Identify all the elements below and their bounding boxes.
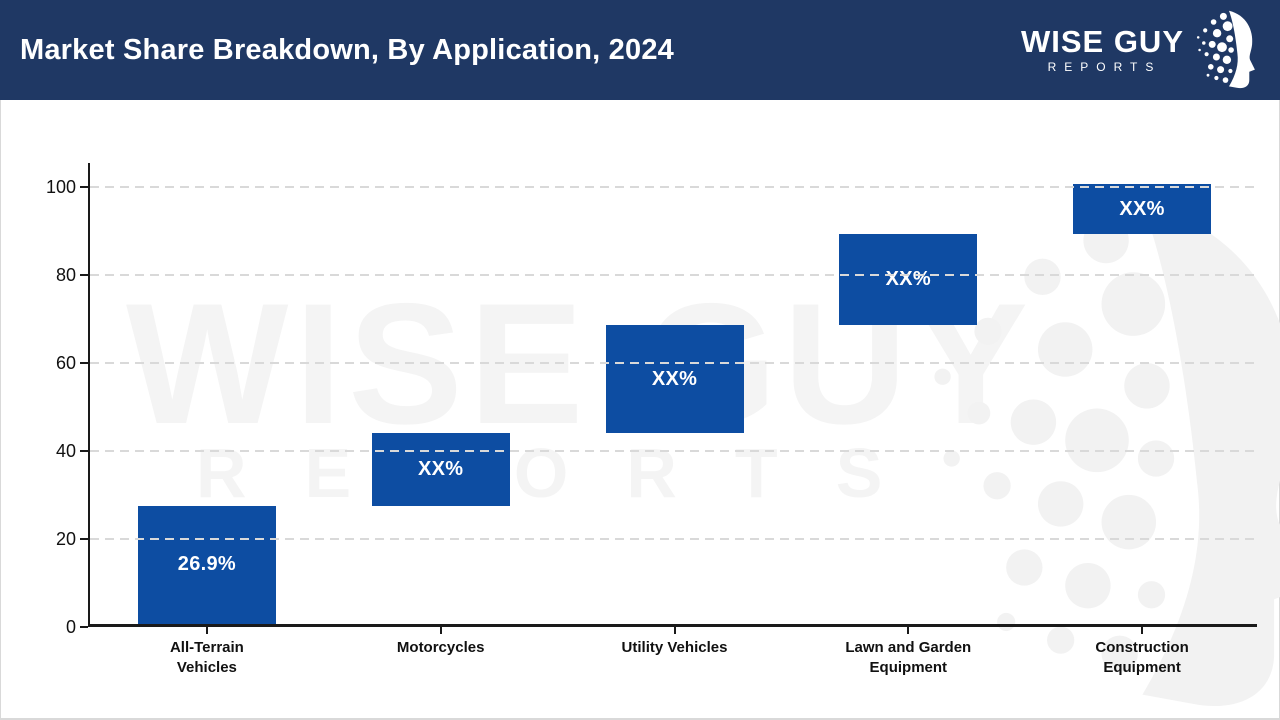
category-label-line: Lawn and Garden (845, 639, 972, 656)
y-axis-tick-label: 0 (65, 617, 76, 637)
watermark-subtitle: REPORTS (196, 434, 941, 512)
gridline-40 (90, 450, 1257, 452)
x-axis-tick (907, 627, 910, 634)
gridline-80 (90, 274, 1257, 276)
category-label-line: All-Terrain (169, 639, 244, 656)
bar-all-terrain-vehicles: 26.9% (137, 505, 276, 624)
bar-value-label: XX% (885, 268, 931, 290)
x-axis-tick (673, 627, 676, 634)
y-axis-tick (80, 450, 88, 452)
y-axis-tick-label: 40 (55, 441, 76, 461)
logo-subtitle: REPORTS (1047, 60, 1162, 74)
category-label-line: Equipment (1103, 659, 1181, 676)
bar-value-label: XX% (418, 458, 464, 481)
category-label-line: Motorcycles (396, 639, 485, 656)
bar-value-label: 26.9% (177, 553, 236, 576)
category-label-line: Equipment (869, 659, 948, 676)
bar-value-label: XX% (1119, 197, 1165, 220)
x-axis-tick (439, 627, 442, 634)
category-label-motorcycles: Motorcycles (326, 638, 556, 658)
x-axis-tick (205, 627, 208, 634)
category-label-line: Vehicles (176, 659, 237, 676)
x-axis-tick (1141, 627, 1144, 634)
gridline-20 (90, 538, 1257, 540)
gridline-100 (90, 186, 1257, 188)
bar-utility-vehicles: XX% (605, 324, 744, 434)
y-axis-tick (80, 626, 88, 628)
y-axis-tick-label: 100 (45, 177, 76, 197)
wise-guy-logo: WISE GUY REPORTS (1021, 8, 1258, 92)
category-label-all-terrain-vehicles: All-Terrain Vehicles (92, 638, 322, 678)
page-title: Market Share Breakdown, By Application, … (20, 33, 674, 66)
category-label-line: Construction (1095, 639, 1189, 656)
gridline-60 (90, 362, 1257, 364)
plot-area: 0 20 40 60 80 100 26.9% All-Terrain Vehicles XX% M… (46, 163, 1257, 676)
category-label-lawn-and-garden-equipment: Lawn and Garden Equipment (793, 638, 1023, 678)
y-axis-tick (80, 538, 88, 540)
y-axis-tick-label: 20 (55, 529, 76, 549)
dotted-head-profile-icon (1196, 10, 1255, 89)
y-axis-tick (80, 274, 88, 276)
bar-lawn-and-garden-equipment: XX% (839, 234, 978, 325)
chart-header: Market Share Breakdown, By Application, … (0, 0, 1280, 100)
category-label-line: Utility Vehicles (621, 639, 728, 656)
y-axis-tick (80, 362, 88, 364)
bar-value-label: XX% (651, 367, 698, 390)
bar-construction-equipment: XX% (1073, 184, 1212, 235)
category-label-construction-equipment: Construction Equipment (1027, 638, 1257, 678)
logo-text: WISE GUY REPORTS (1021, 25, 1184, 75)
watermark-dotted-head-profile-icon (934, 204, 1280, 707)
category-label-utility-vehicles: Utility Vehicles (560, 638, 790, 658)
y-axis-tick-label: 80 (55, 265, 76, 285)
y-axis-tick (80, 186, 88, 188)
logo-wordmark: WISE GUY (1020, 24, 1184, 59)
y-axis-tick-label: 60 (55, 353, 76, 373)
bar-motorcycles: XX% (371, 433, 510, 506)
